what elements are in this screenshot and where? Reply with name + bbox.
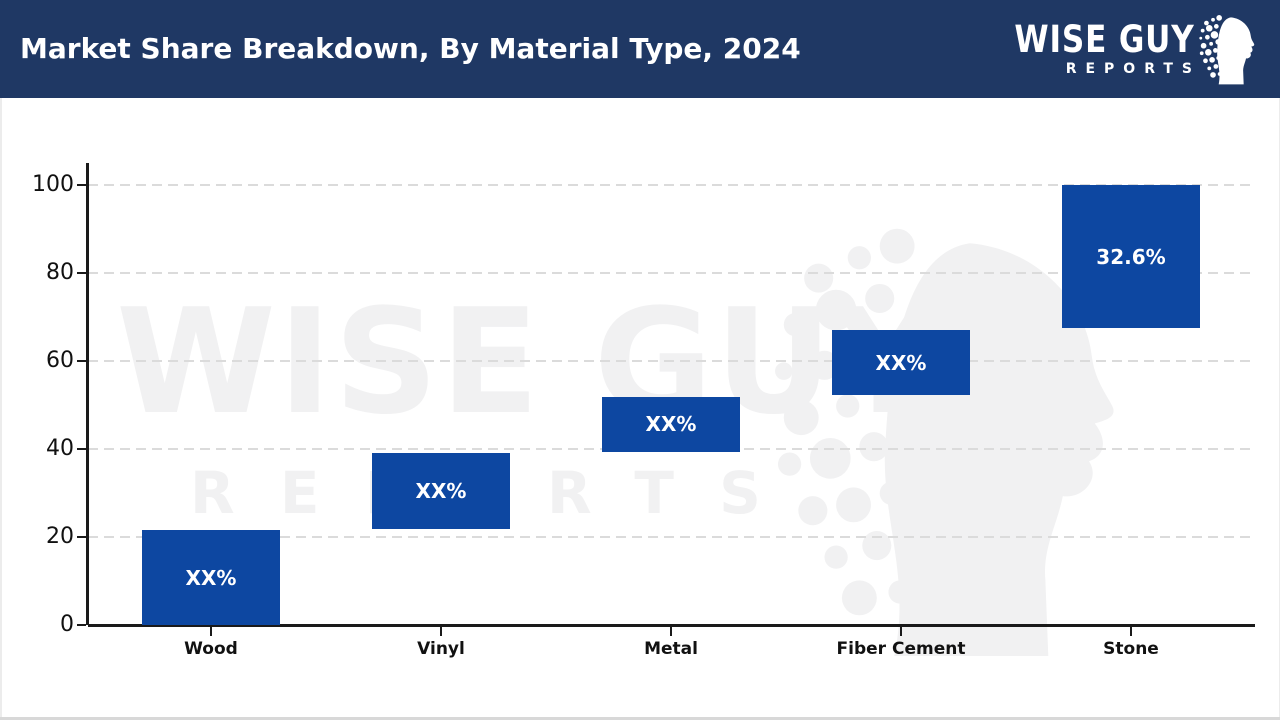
x-tick-2 <box>670 627 672 636</box>
gridline-y100 <box>88 184 1255 186</box>
bar-fiber-cement: XX% <box>832 330 970 396</box>
wiseguy-logo-text: WISE GUY REPORTS <box>980 18 1195 77</box>
x-tick-label-2: Metal <box>644 639 698 659</box>
x-tick-0 <box>210 627 212 636</box>
y-tick-label-40: 40 <box>46 436 74 461</box>
x-tick-label-3: Fiber Cement <box>836 639 966 659</box>
x-axis-line <box>88 624 1255 627</box>
y-tick-label-60: 60 <box>46 348 74 373</box>
bar-stone: 32.6% <box>1062 185 1200 329</box>
y-tick-40 <box>77 448 86 450</box>
gridline-y60 <box>88 360 1255 362</box>
header-bar: Market Share Breakdown, By Material Type… <box>0 0 1280 98</box>
page-edge-left <box>0 98 2 720</box>
y-tick-0 <box>77 624 86 626</box>
y-tick-label-20: 20 <box>46 524 74 549</box>
y-tick-label-100: 100 <box>32 172 74 197</box>
wiseguy-logo-line1: WISE GUY <box>1014 18 1195 62</box>
x-tick-label-0: Wood <box>184 639 238 659</box>
wiseguy-logo: WISE GUY REPORTS <box>980 5 1263 93</box>
x-tick-4 <box>1130 627 1132 636</box>
bar-value-label: 32.6% <box>1096 244 1166 269</box>
x-tick-label-1: Vinyl <box>417 639 465 659</box>
y-tick-60 <box>77 360 86 362</box>
wiseguy-head-logo-icon <box>1199 15 1255 85</box>
y-tick-100 <box>77 184 86 186</box>
x-tick-1 <box>440 627 442 636</box>
x-tick-3 <box>900 627 902 636</box>
y-tick-80 <box>77 272 86 274</box>
bar-wood: XX% <box>142 530 280 625</box>
y-axis-line <box>86 163 89 625</box>
x-tick-label-4: Stone <box>1103 639 1159 659</box>
page-edge-bottom <box>0 717 1280 720</box>
gridline-y80 <box>88 272 1255 274</box>
bar-value-label: XX% <box>875 350 927 375</box>
bar-value-label: XX% <box>415 479 467 504</box>
y-tick-label-0: 0 <box>60 612 74 637</box>
bar-value-label: XX% <box>185 565 237 590</box>
y-tick-20 <box>77 536 86 538</box>
bar-vinyl: XX% <box>372 453 510 530</box>
y-tick-label-80: 80 <box>46 260 74 285</box>
chart-title: Market Share Breakdown, By Material Type… <box>20 32 801 65</box>
bar-value-label: XX% <box>645 412 697 437</box>
bar-metal: XX% <box>602 396 740 453</box>
wiseguy-logo-line2: REPORTS <box>1065 60 1201 77</box>
gridline-y20 <box>88 536 1255 538</box>
